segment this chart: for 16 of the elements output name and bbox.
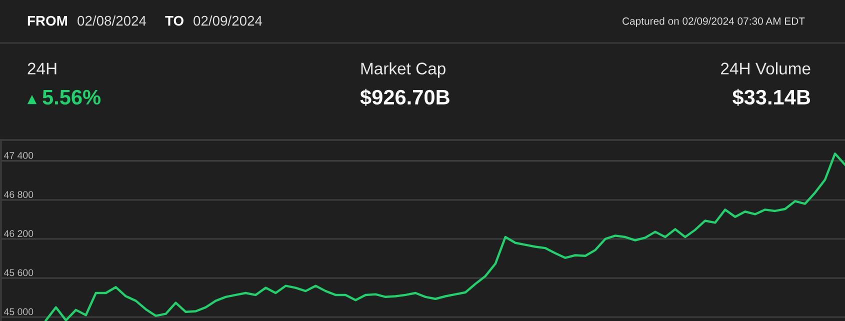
text: $926.70B [360,88,450,106]
y-tick-label: 47 400 [4,152,34,159]
text: TO [165,16,184,26]
text: Captured on 02/09/2024 07:30 AM EDT [622,17,805,27]
y-tick-label: 45 600 [4,269,34,276]
text: 24H [28,62,56,74]
y-tick-label: 46 800 [4,191,34,198]
text: 24H Volume [721,62,810,74]
text: 02/09/2024 [194,16,262,26]
text: 02/08/2024 [78,16,146,26]
text: $33.14B [732,88,810,106]
y-tick-label: 45 000 [4,308,34,316]
y-tick-label: 46 200 [4,230,34,238]
text: 5.56% [42,90,101,105]
text: FROM [28,16,67,26]
text: Market Cap [361,62,446,78]
